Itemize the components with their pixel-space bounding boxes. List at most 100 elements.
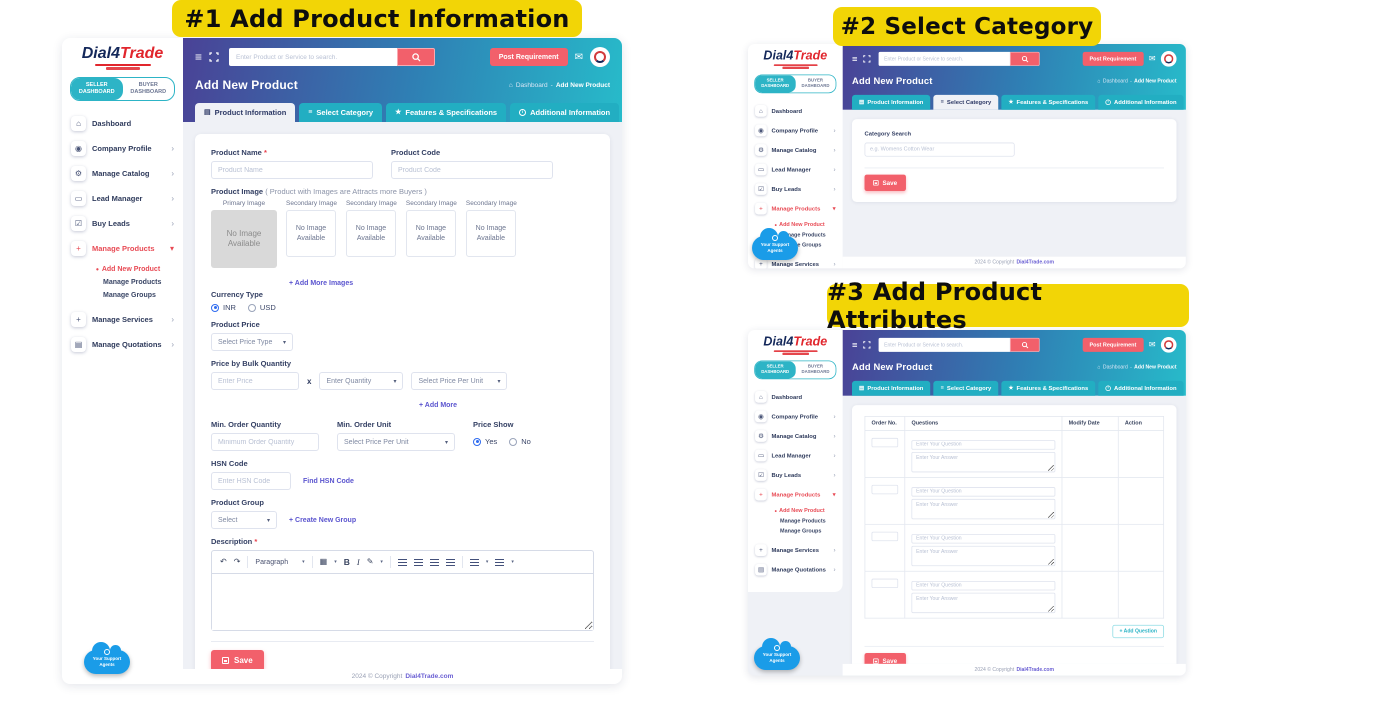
undo-icon[interactable]: ↶: [220, 557, 227, 566]
align-right-icon[interactable]: [429, 558, 439, 566]
hsn-code-input[interactable]: [211, 472, 291, 490]
secondary-image-upload[interactable]: No Image Available: [465, 210, 516, 257]
fullscreen-icon[interactable]: [209, 52, 219, 62]
post-requirement-button[interactable]: Post Requirement: [1082, 337, 1144, 352]
find-hsn-link[interactable]: Find HSN Code: [303, 477, 354, 485]
sidebar-item-manage-quotations[interactable]: ▤ Manage Quotations ›: [62, 332, 183, 357]
price-show-yes-radio[interactable]: Yes: [473, 437, 497, 446]
sidebar-item-dashboard[interactable]: ⌂ Dashboard: [748, 387, 843, 407]
align-left-icon[interactable]: [397, 558, 407, 566]
menu-icon[interactable]: ≡: [195, 50, 203, 64]
bullet-list-icon[interactable]: [469, 558, 479, 566]
tab-additional-information[interactable]: i Additional Information: [1098, 380, 1184, 396]
support-chat-widget[interactable]: Your Support Agents: [752, 228, 798, 260]
description-editor-body[interactable]: [212, 574, 593, 630]
bold-icon[interactable]: B: [343, 556, 350, 567]
avatar[interactable]: [590, 47, 610, 67]
product-code-input[interactable]: [391, 161, 553, 179]
sidebar-item-manage-products[interactable]: + Manage Products ▾: [748, 199, 843, 219]
price-type-select[interactable]: Select Price Type ▾: [211, 333, 293, 351]
sidebar-item-manage-catalog[interactable]: ⚙ Manage Catalog ›: [748, 426, 843, 446]
footer-link[interactable]: Dial4Trade.com: [1016, 259, 1055, 266]
sidebar-item-manage-quotations[interactable]: ▤ Manage Quotations ›: [748, 560, 843, 580]
sidebar-item-buy-leads[interactable]: ☑ Buy Leads ›: [62, 211, 183, 236]
primary-image-upload[interactable]: No Image Available: [211, 210, 277, 268]
highlight-pen-icon[interactable]: ✎: [366, 557, 374, 566]
order-no-input[interactable]: [871, 531, 899, 541]
bulk-unit-select[interactable]: Select Price Per Unit ▾: [411, 372, 508, 390]
secondary-image-upload[interactable]: No Image Available: [286, 210, 336, 257]
order-no-input[interactable]: [871, 437, 899, 447]
moq-unit-select[interactable]: Select Price Per Unit ▾: [337, 433, 455, 451]
table-icon[interactable]: ▦: [319, 557, 328, 566]
sidebar-item-lead-manager[interactable]: ▭ Lead Manager ›: [62, 186, 183, 211]
post-requirement-button[interactable]: Post Requirement: [489, 48, 568, 66]
sidebar-item-manage-services[interactable]: + Manage Services ›: [748, 541, 843, 561]
sidebar-item-company-profile[interactable]: ◉ Company Profile ›: [748, 121, 843, 141]
add-more-link[interactable]: + Add More: [419, 402, 458, 409]
add-more-images-link[interactable]: + Add More Images: [289, 280, 354, 287]
product-group-select[interactable]: Select ▾: [211, 511, 277, 529]
sidebar-item-manage-products[interactable]: + Manage Products ▾: [62, 236, 183, 261]
fullscreen-icon[interactable]: [863, 55, 871, 63]
sidebar-subitem-manage-products[interactable]: Manage Products: [780, 232, 826, 239]
currency-inr-radio[interactable]: INR: [211, 303, 236, 312]
add-question-button[interactable]: + Add Question: [1112, 624, 1165, 639]
dial4trade-logo[interactable]: Dial4Trade: [748, 336, 843, 356]
sidebar-subitem-manage-groups[interactable]: Manage Groups: [780, 242, 822, 249]
create-new-group-link[interactable]: + Create New Group: [289, 516, 357, 524]
align-justify-icon[interactable]: [445, 558, 455, 566]
secondary-image-upload[interactable]: No Image Available: [405, 210, 456, 257]
search-button[interactable]: [397, 48, 436, 66]
sidebar-item-manage-services[interactable]: + Manage Services ›: [748, 255, 843, 269]
sidebar-item-dashboard[interactable]: ⌂ Dashboard: [62, 111, 183, 136]
sidebar-subitem-manage-groups[interactable]: Manage Groups: [103, 292, 156, 300]
search-input[interactable]: [229, 48, 398, 66]
moq-input[interactable]: [211, 433, 319, 451]
sidebar-item-manage-services[interactable]: + Manage Services ›: [62, 307, 183, 332]
sidebar-item-lead-manager[interactable]: ▭ Lead Manager ›: [748, 160, 843, 180]
menu-icon[interactable]: ≡: [852, 53, 858, 65]
post-requirement-button[interactable]: Post Requirement: [1082, 51, 1144, 66]
seller-dashboard-tab[interactable]: SELLER DASHBOARD: [71, 78, 123, 101]
tab-additional-information[interactable]: i Additional Information: [1098, 94, 1184, 110]
mail-icon[interactable]: ✉: [1148, 340, 1156, 350]
sidebar-subitem-add-new-product[interactable]: • Add New Product: [774, 221, 825, 229]
tab-select-category[interactable]: ≡ Select Category: [933, 380, 999, 396]
sidebar-subitem-add-new-product[interactable]: • Add New Product: [774, 507, 825, 515]
mail-icon[interactable]: ✉: [574, 51, 583, 63]
seller-dashboard-tab[interactable]: SELLER DASHBOARD: [755, 361, 796, 379]
italic-icon[interactable]: I: [356, 556, 360, 567]
tab-features-specifications[interactable]: ★ Features & Specifications: [1001, 380, 1096, 396]
bulk-quantity-select[interactable]: Enter Quantity ▾: [319, 372, 404, 390]
sidebar-subitem-manage-products[interactable]: Manage Products: [103, 279, 162, 287]
avatar[interactable]: [1160, 337, 1177, 353]
mail-icon[interactable]: ✉: [1148, 54, 1156, 64]
save-button[interactable]: Save: [211, 650, 264, 669]
search-button[interactable]: [1009, 337, 1040, 352]
seller-dashboard-tab[interactable]: SELLER DASHBOARD: [755, 75, 796, 93]
sidebar-item-manage-catalog[interactable]: ⚙ Manage Catalog ›: [62, 161, 183, 186]
question-input[interactable]: [911, 580, 1056, 591]
dial4trade-logo[interactable]: Dial4Trade: [748, 50, 843, 70]
breadcrumb-dashboard[interactable]: Dashboard: [1102, 364, 1128, 370]
sidebar-item-manage-catalog[interactable]: ⚙ Manage Catalog ›: [748, 140, 843, 160]
fullscreen-icon[interactable]: [863, 341, 871, 349]
buyer-dashboard-tab[interactable]: BUYER DASHBOARD: [130, 82, 167, 96]
tab-features-specifications[interactable]: ★ Features & Specifications: [386, 103, 507, 122]
breadcrumb-dashboard[interactable]: Dashboard: [515, 81, 548, 89]
currency-usd-radio[interactable]: USD: [247, 303, 276, 312]
secondary-image-upload[interactable]: No Image Available: [345, 210, 396, 257]
sidebar-item-lead-manager[interactable]: ▭ Lead Manager ›: [748, 446, 843, 466]
question-input[interactable]: [911, 439, 1056, 450]
avatar[interactable]: [1160, 51, 1177, 67]
buyer-dashboard-tab[interactable]: BUYER DASHBOARD: [801, 364, 830, 375]
sidebar-item-manage-products[interactable]: + Manage Products ▾: [748, 485, 843, 505]
dial4trade-logo[interactable]: Dial4Trade: [62, 46, 183, 70]
answer-input[interactable]: [911, 498, 1056, 520]
answer-input[interactable]: [911, 451, 1056, 473]
sidebar-item-buy-leads[interactable]: ☑ Buy Leads ›: [748, 466, 843, 486]
buyer-dashboard-tab[interactable]: BUYER DASHBOARD: [801, 78, 830, 89]
sidebar-subitem-manage-products[interactable]: Manage Products: [780, 518, 826, 525]
tab-select-category[interactable]: ≡ Select Category: [933, 94, 999, 110]
